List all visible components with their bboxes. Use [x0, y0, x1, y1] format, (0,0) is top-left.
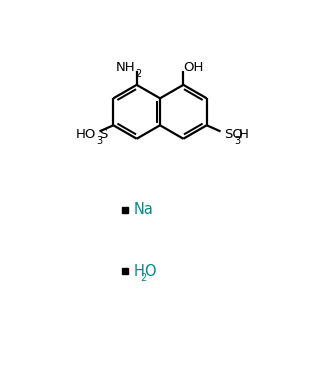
- Text: H: H: [134, 264, 145, 279]
- Text: HO: HO: [76, 128, 96, 141]
- Text: 2: 2: [140, 273, 146, 283]
- Text: 3: 3: [234, 136, 241, 146]
- Text: H: H: [238, 128, 248, 141]
- Text: S: S: [99, 128, 107, 141]
- Text: 3: 3: [96, 136, 103, 146]
- Text: Na: Na: [134, 202, 154, 217]
- Text: NH: NH: [115, 61, 135, 75]
- Text: O: O: [144, 264, 156, 279]
- Text: OH: OH: [183, 61, 204, 75]
- Text: 2: 2: [135, 69, 141, 79]
- Text: SO: SO: [224, 128, 243, 141]
